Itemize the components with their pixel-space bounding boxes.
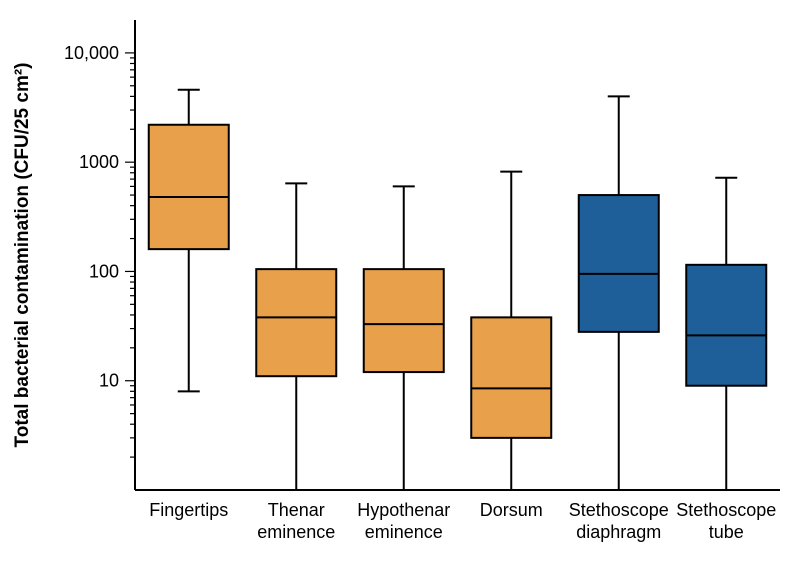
y-tick-label: 10 [99,371,119,391]
x-tick-label: eminence [365,522,443,542]
x-tick-label: Hypothenar [357,500,450,520]
boxplot-chart: 10 100 1000 10,000 Total bacterial contamina… [0,0,800,579]
x-tick-label: Thenar [268,500,325,520]
y-tick-label: 100 [89,261,119,281]
x-tick-label: Fingertips [149,500,228,520]
box [149,125,229,249]
x-tick-label: Stethoscope [676,500,776,520]
x-tick-label: Dorsum [480,500,543,520]
box [364,269,444,372]
y-axis-label: Total bacterial contamination (CFU/25 cm… [12,63,33,448]
box [686,265,766,386]
box [579,195,659,332]
y-tick-label: 10,000 [64,43,119,63]
box [471,317,551,437]
boxplot-svg: 10 100 1000 10,000 Total bacterial contamina… [0,0,800,579]
y-tick-label: 1000 [79,152,119,172]
x-tick-label: eminence [257,522,335,542]
x-tick-label: Stethoscope [569,500,669,520]
x-tick-label: diaphragm [576,522,661,542]
box [256,269,336,376]
x-tick-label: tube [709,522,744,542]
